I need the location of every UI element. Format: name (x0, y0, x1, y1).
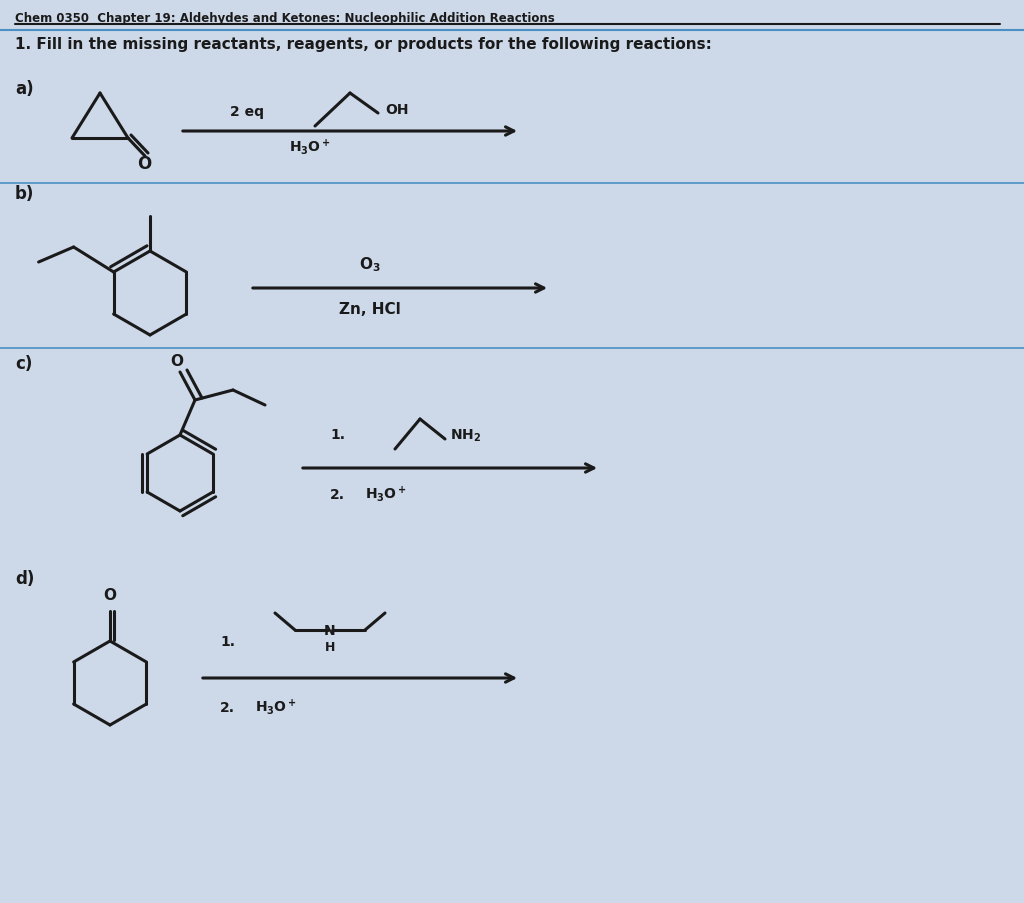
Text: 1.: 1. (220, 634, 234, 648)
Text: Chem 0350  Chapter 19: Aldehydes and Ketones: Nucleophilic Addition Reactions: Chem 0350 Chapter 19: Aldehydes and Keto… (15, 12, 555, 25)
Text: $\mathbf{O_3}$: $\mathbf{O_3}$ (359, 255, 381, 274)
Text: O: O (171, 354, 183, 368)
Text: O: O (103, 587, 117, 602)
Text: $\mathbf{H_3O^+}$: $\mathbf{H_3O^+}$ (255, 696, 297, 716)
Text: 2.: 2. (330, 488, 345, 501)
Text: b): b) (15, 185, 35, 203)
Text: Zn, HCl: Zn, HCl (339, 302, 400, 317)
Text: $\mathbf{H_3O^+}$: $\mathbf{H_3O^+}$ (289, 137, 331, 157)
Text: OH: OH (385, 103, 409, 116)
Text: $\mathbf{NH_2}$: $\mathbf{NH_2}$ (450, 427, 481, 444)
Text: c): c) (15, 355, 33, 373)
Text: 1.: 1. (330, 427, 345, 442)
Text: H: H (325, 641, 335, 654)
Text: 2.: 2. (220, 700, 234, 714)
Text: d): d) (15, 570, 35, 587)
Text: 2 eq: 2 eq (230, 105, 264, 119)
Text: O: O (137, 154, 152, 172)
Text: 1. Fill in the missing reactants, reagents, or products for the following reacti: 1. Fill in the missing reactants, reagen… (15, 37, 712, 52)
Text: $\mathbf{H_3O^+}$: $\mathbf{H_3O^+}$ (365, 484, 407, 504)
Text: N: N (325, 623, 336, 638)
Text: a): a) (15, 79, 34, 98)
